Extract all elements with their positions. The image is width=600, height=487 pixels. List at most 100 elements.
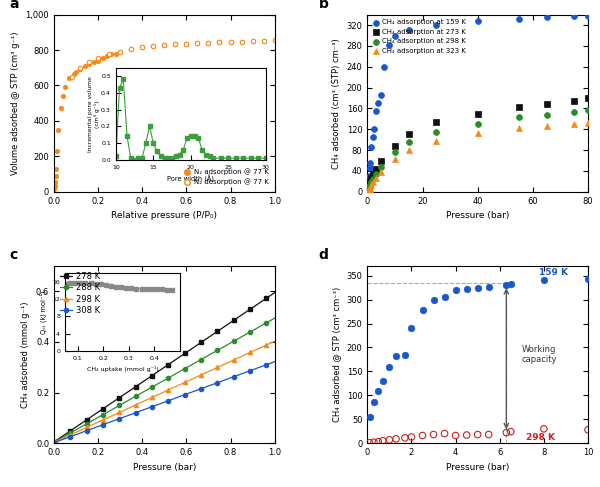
- Point: [462, 285, 472, 293]
- 308 K: [50, 440, 58, 446]
- 298 K: [75, 428, 82, 434]
- CH₄ adsorption at 159 K: [374, 99, 383, 107]
- Point: [407, 433, 416, 441]
- CH₄ adsorption at 159 K: [569, 12, 579, 20]
- Text: b: b: [319, 0, 329, 11]
- CH₄ adsorption at 323 K: [368, 178, 377, 186]
- Point: [506, 428, 515, 435]
- CH₄ adsorption at 298 K: [569, 108, 579, 116]
- CH₄ adsorption at 159 K: [363, 183, 373, 190]
- CH₄ adsorption at 159 K: [431, 21, 441, 29]
- 308 K: [75, 431, 82, 436]
- CH₄ adsorption at 273 K: [363, 187, 373, 194]
- Point: [369, 438, 379, 446]
- Point: [418, 431, 427, 439]
- 298 K: [247, 350, 254, 356]
- 288 K: [267, 318, 274, 323]
- Line: 298 K: 298 K: [52, 339, 277, 445]
- 288 K: [271, 315, 278, 321]
- Legend: 278 K, 288 K, 298 K, 308 K: 278 K, 288 K, 298 K, 308 K: [58, 270, 101, 317]
- 308 K: [132, 410, 139, 415]
- X-axis label: Relative pressure (P/P₀): Relative pressure (P/P₀): [112, 211, 217, 220]
- CH₄ adsorption at 323 K: [404, 146, 413, 154]
- CH₄ adsorption at 323 K: [473, 130, 482, 137]
- 278 K: [50, 439, 58, 445]
- Point: [378, 377, 388, 385]
- Point: [369, 398, 379, 406]
- CH₄ adsorption at 298 K: [371, 170, 380, 178]
- Point: [365, 413, 374, 421]
- CH₄ adsorption at 273 K: [404, 131, 413, 138]
- CH₄ adsorption at 323 K: [431, 137, 441, 145]
- Y-axis label: Volume adsorbed @ STP (cm³ g⁻¹): Volume adsorbed @ STP (cm³ g⁻¹): [11, 31, 20, 175]
- Point: [473, 284, 482, 292]
- CH₄ adsorption at 323 K: [376, 169, 386, 176]
- CH₄ adsorption at 298 K: [390, 148, 400, 156]
- CH₄ adsorption at 273 K: [376, 158, 386, 166]
- Text: Working
capacity: Working capacity: [522, 345, 557, 364]
- Point: [462, 431, 472, 439]
- CH₄ adsorption at 323 K: [365, 184, 375, 191]
- CH₄ adsorption at 273 K: [365, 181, 374, 188]
- Legend: N₂ adsorption @ 77 K, N₂ desorption @ 77 K: N₂ adsorption @ 77 K, N₂ desorption @ 77…: [181, 166, 271, 188]
- CH₄ adsorption at 159 K: [368, 133, 377, 141]
- Point: [400, 351, 410, 358]
- Y-axis label: CH₄ adsorbed (mmol g⁻¹): CH₄ adsorbed (mmol g⁻¹): [22, 301, 31, 408]
- CH₄ adsorption at 298 K: [363, 187, 373, 195]
- CH₄ adsorption at 298 K: [367, 178, 376, 186]
- CH₄ adsorption at 159 K: [363, 185, 373, 193]
- CH₄ adsorption at 273 K: [542, 100, 551, 108]
- CH₄ adsorption at 159 K: [385, 41, 394, 49]
- Text: 298 K: 298 K: [526, 432, 555, 442]
- 288 K: [50, 439, 58, 445]
- CH₄ adsorption at 273 K: [364, 185, 373, 193]
- Point: [440, 293, 449, 301]
- 298 K: [50, 439, 58, 445]
- 278 K: [91, 412, 98, 417]
- Point: [484, 431, 494, 438]
- Point: [374, 438, 383, 446]
- CH₄ adsorption at 298 K: [365, 183, 374, 191]
- CH₄ adsorption at 298 K: [473, 120, 482, 128]
- Point: [385, 436, 394, 444]
- CH₄ adsorption at 323 K: [364, 186, 374, 194]
- CH₄ adsorption at 298 K: [514, 113, 524, 121]
- Point: [400, 434, 410, 442]
- CH₄ adsorption at 159 K: [365, 159, 375, 167]
- CH₄ adsorption at 298 K: [365, 182, 375, 189]
- 288 K: [91, 416, 98, 422]
- CH₄ adsorption at 159 K: [367, 144, 376, 151]
- CH₄ adsorption at 159 K: [514, 15, 524, 23]
- CH₄ adsorption at 298 K: [431, 128, 441, 136]
- CH₄ adsorption at 159 K: [376, 92, 386, 99]
- CH₄ adsorption at 159 K: [583, 12, 593, 19]
- CH₄ adsorption at 273 K: [367, 174, 376, 182]
- Point: [429, 296, 439, 303]
- CH₄ adsorption at 323 K: [514, 124, 524, 132]
- Point: [407, 324, 416, 332]
- 278 K: [247, 306, 254, 312]
- Y-axis label: CH₄ adsorbed @ STP (cm³ cm⁻³): CH₄ adsorbed @ STP (cm³ cm⁻³): [332, 287, 341, 422]
- Point: [440, 430, 449, 437]
- CH₄ adsorption at 159 K: [365, 165, 374, 172]
- CH₄ adsorption at 273 K: [371, 165, 380, 173]
- CH₄ adsorption at 273 K: [569, 96, 579, 104]
- CH₄ adsorption at 159 K: [364, 172, 374, 180]
- CH₄ adsorption at 159 K: [390, 33, 400, 40]
- Text: a: a: [10, 0, 19, 11]
- 278 K: [271, 290, 278, 296]
- 298 K: [267, 340, 274, 346]
- 278 K: [75, 422, 82, 428]
- CH₄ adsorption at 323 K: [364, 187, 373, 194]
- CH₄ adsorption at 323 K: [365, 185, 374, 192]
- CH₄ adsorption at 273 K: [368, 170, 377, 178]
- CH₄ adsorption at 323 K: [390, 155, 400, 163]
- 278 K: [104, 403, 111, 409]
- Line: 308 K: 308 K: [52, 359, 277, 445]
- 278 K: [267, 293, 274, 299]
- X-axis label: Pressure (bar): Pressure (bar): [446, 463, 509, 471]
- Text: c: c: [10, 248, 18, 262]
- CH₄ adsorption at 298 K: [376, 163, 386, 171]
- Point: [378, 437, 388, 445]
- Point: [418, 306, 427, 314]
